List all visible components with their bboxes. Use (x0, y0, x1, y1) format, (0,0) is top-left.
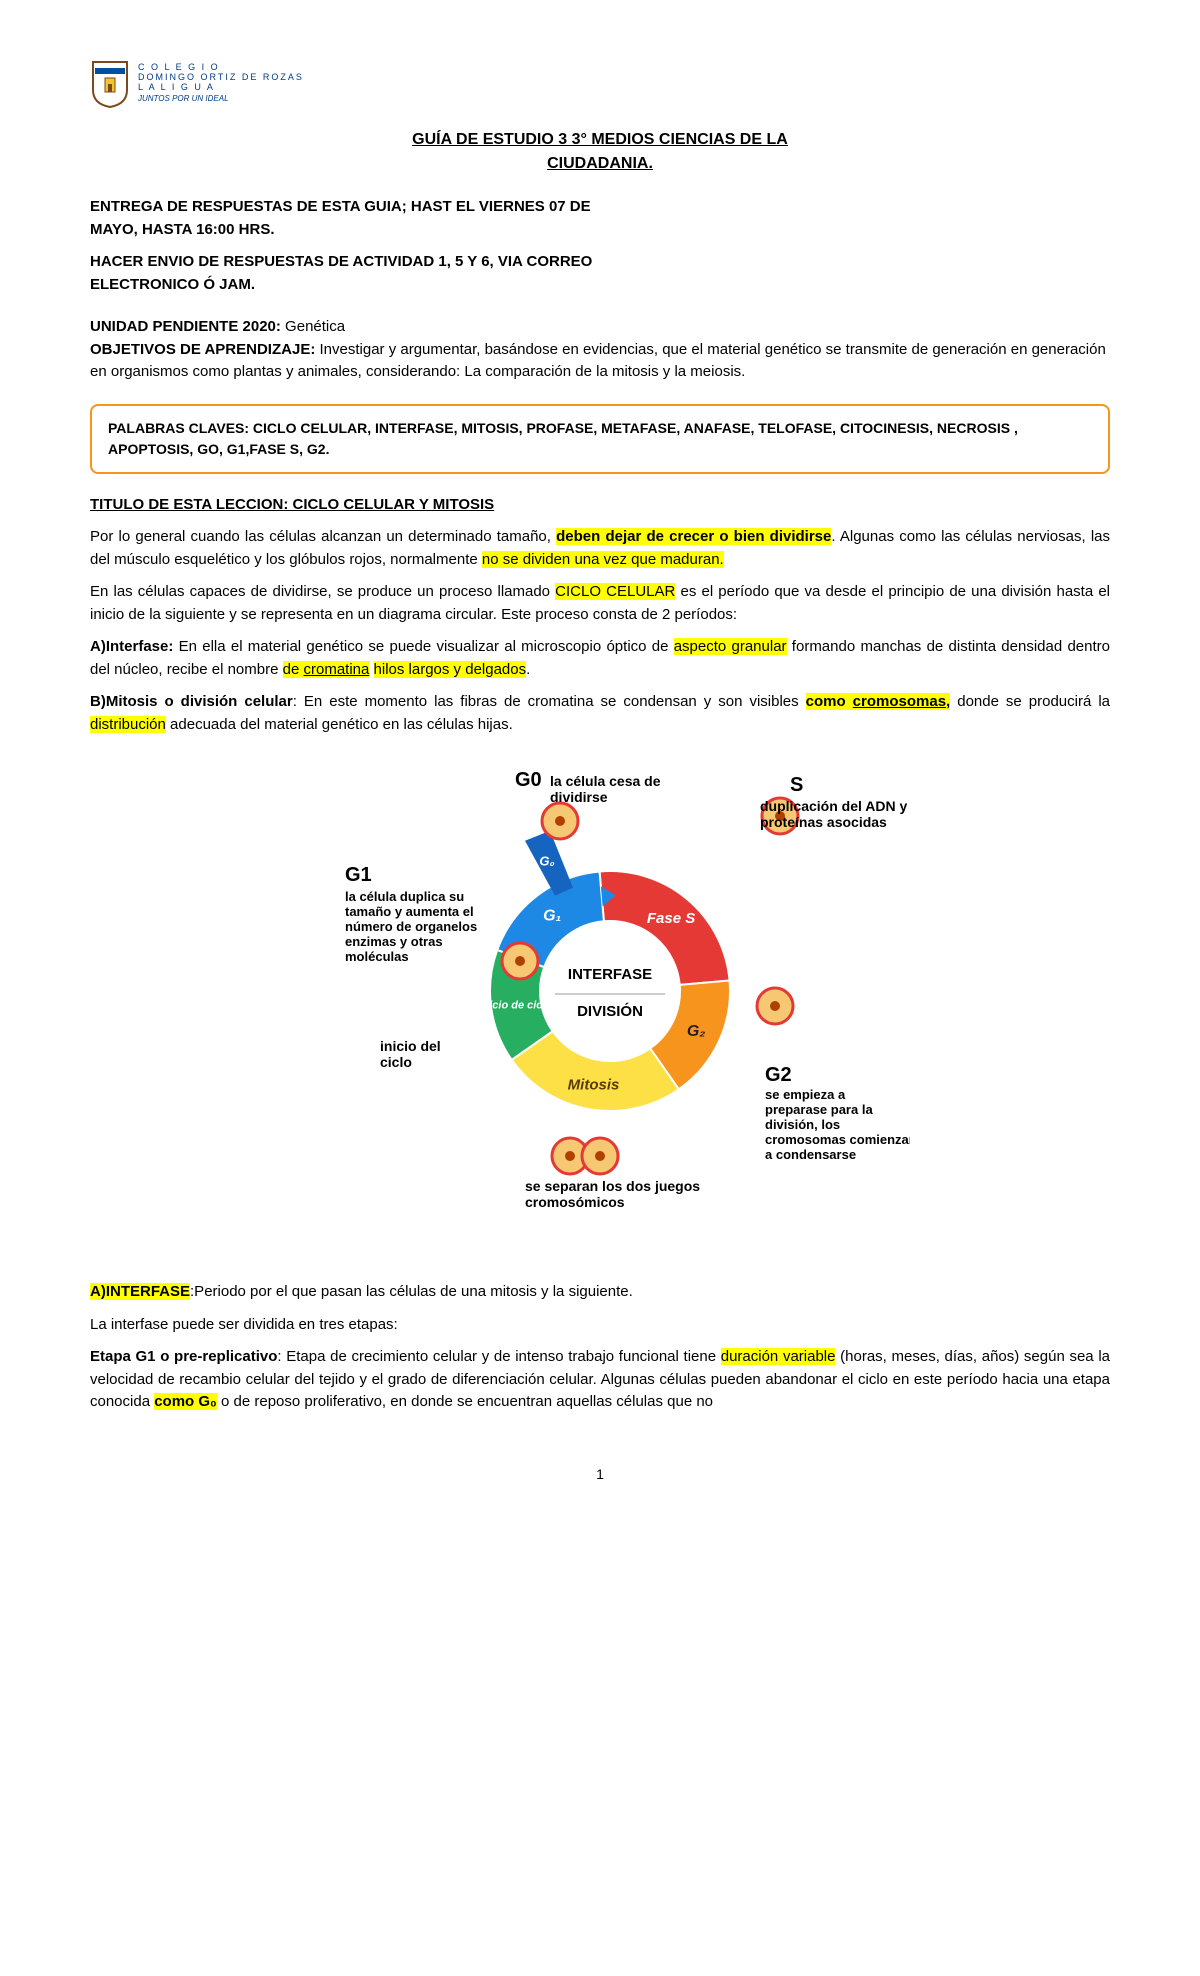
b-text-a: : En este momento las fibras de cromatin… (293, 693, 806, 710)
interfase-sub: La interfase puede ser dividida en tres … (90, 1314, 1110, 1337)
svg-text:G2: G2 (765, 1064, 792, 1086)
svg-text:Fase S: Fase S (647, 910, 695, 927)
page-number: 1 (90, 1464, 1110, 1485)
obj-label: OBJETIVOS DE APRENDIZAJE: (90, 341, 315, 358)
svg-text:se empieza apreparase para lad: se empieza apreparase para ladivisión, l… (765, 1087, 910, 1162)
g1-hl2: como G₀ (154, 1393, 217, 1410)
entrega-l2: MAYO, HASTA 16:00 HRS. (90, 221, 275, 238)
a-text-a: En ella el material genético se puede vi… (173, 638, 673, 655)
b-label: B)Mitosis o división celular (90, 693, 293, 710)
svg-text:inicio delciclo: inicio delciclo (380, 1038, 441, 1070)
p2-hl1: CICLO CELULAR (555, 583, 675, 600)
etapa-g1: Etapa G1 o pre-replicativo: Etapa de cre… (90, 1346, 1110, 1414)
b-hl1b: cromosomas, (853, 693, 951, 710)
svg-text:la célula cesa dedividirse: la célula cesa dedividirse (550, 773, 661, 805)
envio-l2: ELECTRONICO Ó JAM. (90, 276, 255, 293)
unit-value: Genética (281, 318, 345, 335)
b-hl1a: como (806, 693, 853, 710)
svg-text:la célula duplica sutamaño y a: la célula duplica sutamaño y aumenta eln… (345, 889, 477, 964)
svg-text:se separan los dos juegoscromo: se separan los dos juegoscromosómicos (525, 1178, 700, 1210)
g1-a: : Etapa de crecimiento celular y de inte… (277, 1348, 720, 1365)
shield-icon (90, 60, 130, 108)
svg-text:Inicio de ciclo: Inicio de ciclo (479, 999, 552, 1011)
svg-text:INTERFASE: INTERFASE (568, 966, 652, 983)
logo-motto: JUNTOS POR UN IDEAL (138, 93, 304, 105)
p2-a: En las células capaces de dividirse, se … (90, 583, 555, 600)
a-hl1: aspecto granular (674, 638, 787, 655)
svg-text:G₂: G₂ (687, 1023, 706, 1040)
unit-line: UNIDAD PENDIENTE 2020: Genética OBJETIVO… (90, 316, 1110, 384)
cycle-diagram-wrap: Fase S G₂ Mitosis Inicio de ciclo G₁ G₀ INTERF… (90, 761, 1110, 1221)
interfase-head: A)INTERFASE:Periodo por el que pasan las… (90, 1281, 1110, 1304)
a-label: A)Interfase: (90, 638, 173, 655)
svg-text:duplicación del ADN yproteínas: duplicación del ADN yproteínas asocidas (760, 798, 907, 830)
envio: HACER ENVIO DE RESPUESTAS DE ACTIVIDAD 1… (90, 251, 1110, 296)
svg-text:G₀: G₀ (539, 854, 554, 869)
lesson-p2: En las células capaces de dividirse, se … (90, 581, 1110, 626)
envio-l1: HACER ENVIO DE RESPUESTAS DE ACTIVIDAD 1… (90, 253, 592, 270)
g1-hl1: duración variable (721, 1348, 836, 1365)
interfase-rest: :Periodo por el que pasan las células de… (190, 1283, 633, 1300)
title-line2: CIUDADANIA. (547, 155, 653, 172)
g1-c: o de reposo proliferativo, en donde se e… (217, 1393, 713, 1410)
unit-label: UNIDAD PENDIENTE 2020: (90, 318, 281, 335)
g1-label: Etapa G1 o pre-replicativo (90, 1348, 277, 1365)
logo-line3: L A L I G U A (138, 83, 304, 93)
a-hl2-ul: cromatina (303, 661, 369, 678)
a-hl2: de (283, 661, 304, 678)
a-hl3: hilos largos y delgados (374, 661, 527, 678)
keywords-box: PALABRAS CLAVES: CICLO CELULAR, INTERFAS… (90, 404, 1110, 474)
svg-text:S: S (790, 774, 803, 796)
svg-text:G0: G0 (515, 769, 542, 791)
entrega: ENTREGA DE RESPUESTAS DE ESTA GUIA; HAST… (90, 196, 1110, 241)
b-text-b: donde se producirá la (950, 693, 1110, 710)
lesson-p1: Por lo general cuando las células alcanz… (90, 526, 1110, 571)
p1-hl2: no se dividen una vez que maduran. (482, 551, 724, 568)
b-hl1-wrap: como cromosomas, (806, 693, 951, 710)
lesson-title: TITULO DE ESTA LECCION: CICLO CELULAR Y … (90, 494, 1110, 517)
lesson-b: B)Mitosis o división celular: En este mo… (90, 691, 1110, 736)
svg-text:G₁: G₁ (543, 908, 561, 925)
p1-hl1: deben dejar de crecer o bien dividirse (556, 528, 831, 545)
b-text-c: adecuada del material genético en las cé… (166, 716, 513, 733)
title-line1: GUÍA DE ESTUDIO 3 3° MEDIOS CIENCIAS DE … (412, 131, 788, 148)
svg-text:DIVISIÓN: DIVISIÓN (577, 1002, 643, 1020)
b-hl2: distribución (90, 716, 166, 733)
entrega-l1: ENTREGA DE RESPUESTAS DE ESTA GUIA; HAST… (90, 198, 591, 215)
svg-text:G1: G1 (345, 864, 372, 886)
a-hl2-wrap: de cromatina (283, 661, 370, 678)
interfase-hl: A)INTERFASE (90, 1283, 190, 1300)
svg-text:Mitosis: Mitosis (568, 1077, 620, 1094)
p1-a: Por lo general cuando las células alcanz… (90, 528, 556, 545)
cell-cycle-diagram: Fase S G₂ Mitosis Inicio de ciclo G₁ G₀ INTERF… (290, 761, 910, 1221)
lesson-a: A)Interfase: En ella el material genétic… (90, 636, 1110, 681)
document-title: GUÍA DE ESTUDIO 3 3° MEDIOS CIENCIAS DE … (90, 128, 1110, 176)
school-logo: C O L E G I O DOMINGO ORTIZ DE ROZAS L A… (90, 60, 1110, 108)
